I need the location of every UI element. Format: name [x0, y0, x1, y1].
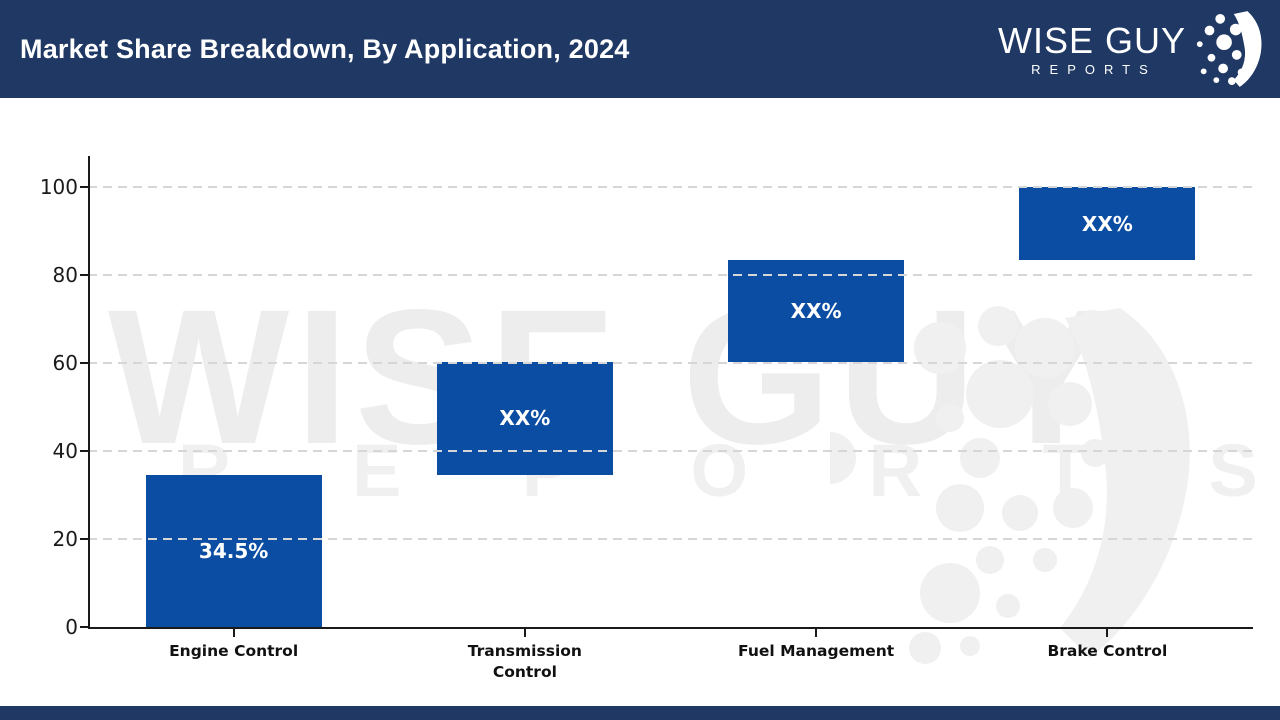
- gridline-y-40: [88, 450, 1253, 452]
- ytick-mark-0: [80, 626, 88, 628]
- bar-engine-control: 34.5%: [145, 475, 322, 627]
- bar-value-label: XX%: [1081, 211, 1133, 236]
- gridline-y-80: [88, 274, 1253, 276]
- ytick-label-80: 80: [52, 263, 78, 287]
- wiseguy-head-icon: [1196, 11, 1262, 87]
- wiseguy-logo: WISE GUY REPORTS: [998, 9, 1262, 89]
- wiseguy-logo-line1: WISE GUY: [997, 19, 1186, 61]
- bar-value-label: XX%: [499, 406, 551, 431]
- category-label-2: Fuel Management: [738, 642, 895, 660]
- xtick-mark-2: [815, 629, 818, 637]
- bar-value-label: 34.5%: [198, 539, 269, 564]
- ytick-label-100: 100: [39, 175, 78, 199]
- header-banner: Market Share Breakdown, By Application, …: [0, 0, 1280, 98]
- category-label-1: Transmission Control: [467, 642, 582, 681]
- wiseguy-logo-text: WISE GUY REPORTS: [997, 19, 1186, 77]
- category-label-0: Engine Control: [169, 642, 299, 660]
- ytick-mark-20: [80, 538, 88, 540]
- ytick-mark-60: [80, 362, 88, 364]
- ytick-label-60: 60: [52, 351, 78, 375]
- bar-brake-control: XX%: [1019, 187, 1196, 261]
- bar-value-label: XX%: [790, 298, 842, 323]
- x-axis-line: [88, 627, 1253, 629]
- page-title: Market Share Breakdown, By Application, …: [20, 33, 630, 64]
- ytick-label-0: 0: [65, 615, 78, 639]
- gridline-y-100: [88, 186, 1253, 188]
- category-label-3: Brake Control: [1047, 642, 1168, 660]
- wiseguy-logo-line2: REPORTS: [1031, 61, 1157, 77]
- footer-banner: [0, 706, 1280, 720]
- chart-area: WISE GUY R E P O R T S 0 20 40 60 80 100 34.5%…: [0, 98, 1280, 706]
- gridline-y-20: [88, 538, 1253, 540]
- ytick-mark-80: [80, 274, 88, 276]
- bar-transmission-control: XX%: [436, 361, 613, 476]
- watermark-head-icon: [830, 306, 1190, 664]
- ytick-mark-100: [80, 186, 88, 188]
- ytick-label-20: 20: [52, 527, 78, 551]
- bar-fuel-management: XX%: [728, 260, 905, 362]
- gridline-y-60: [88, 362, 1253, 364]
- ytick-mark-40: [80, 450, 88, 452]
- ytick-label-40: 40: [52, 439, 78, 463]
- y-axis-line: [88, 156, 90, 629]
- xtick-mark-0: [232, 629, 235, 637]
- xtick-mark-1: [523, 629, 526, 637]
- xtick-mark-3: [1106, 629, 1109, 637]
